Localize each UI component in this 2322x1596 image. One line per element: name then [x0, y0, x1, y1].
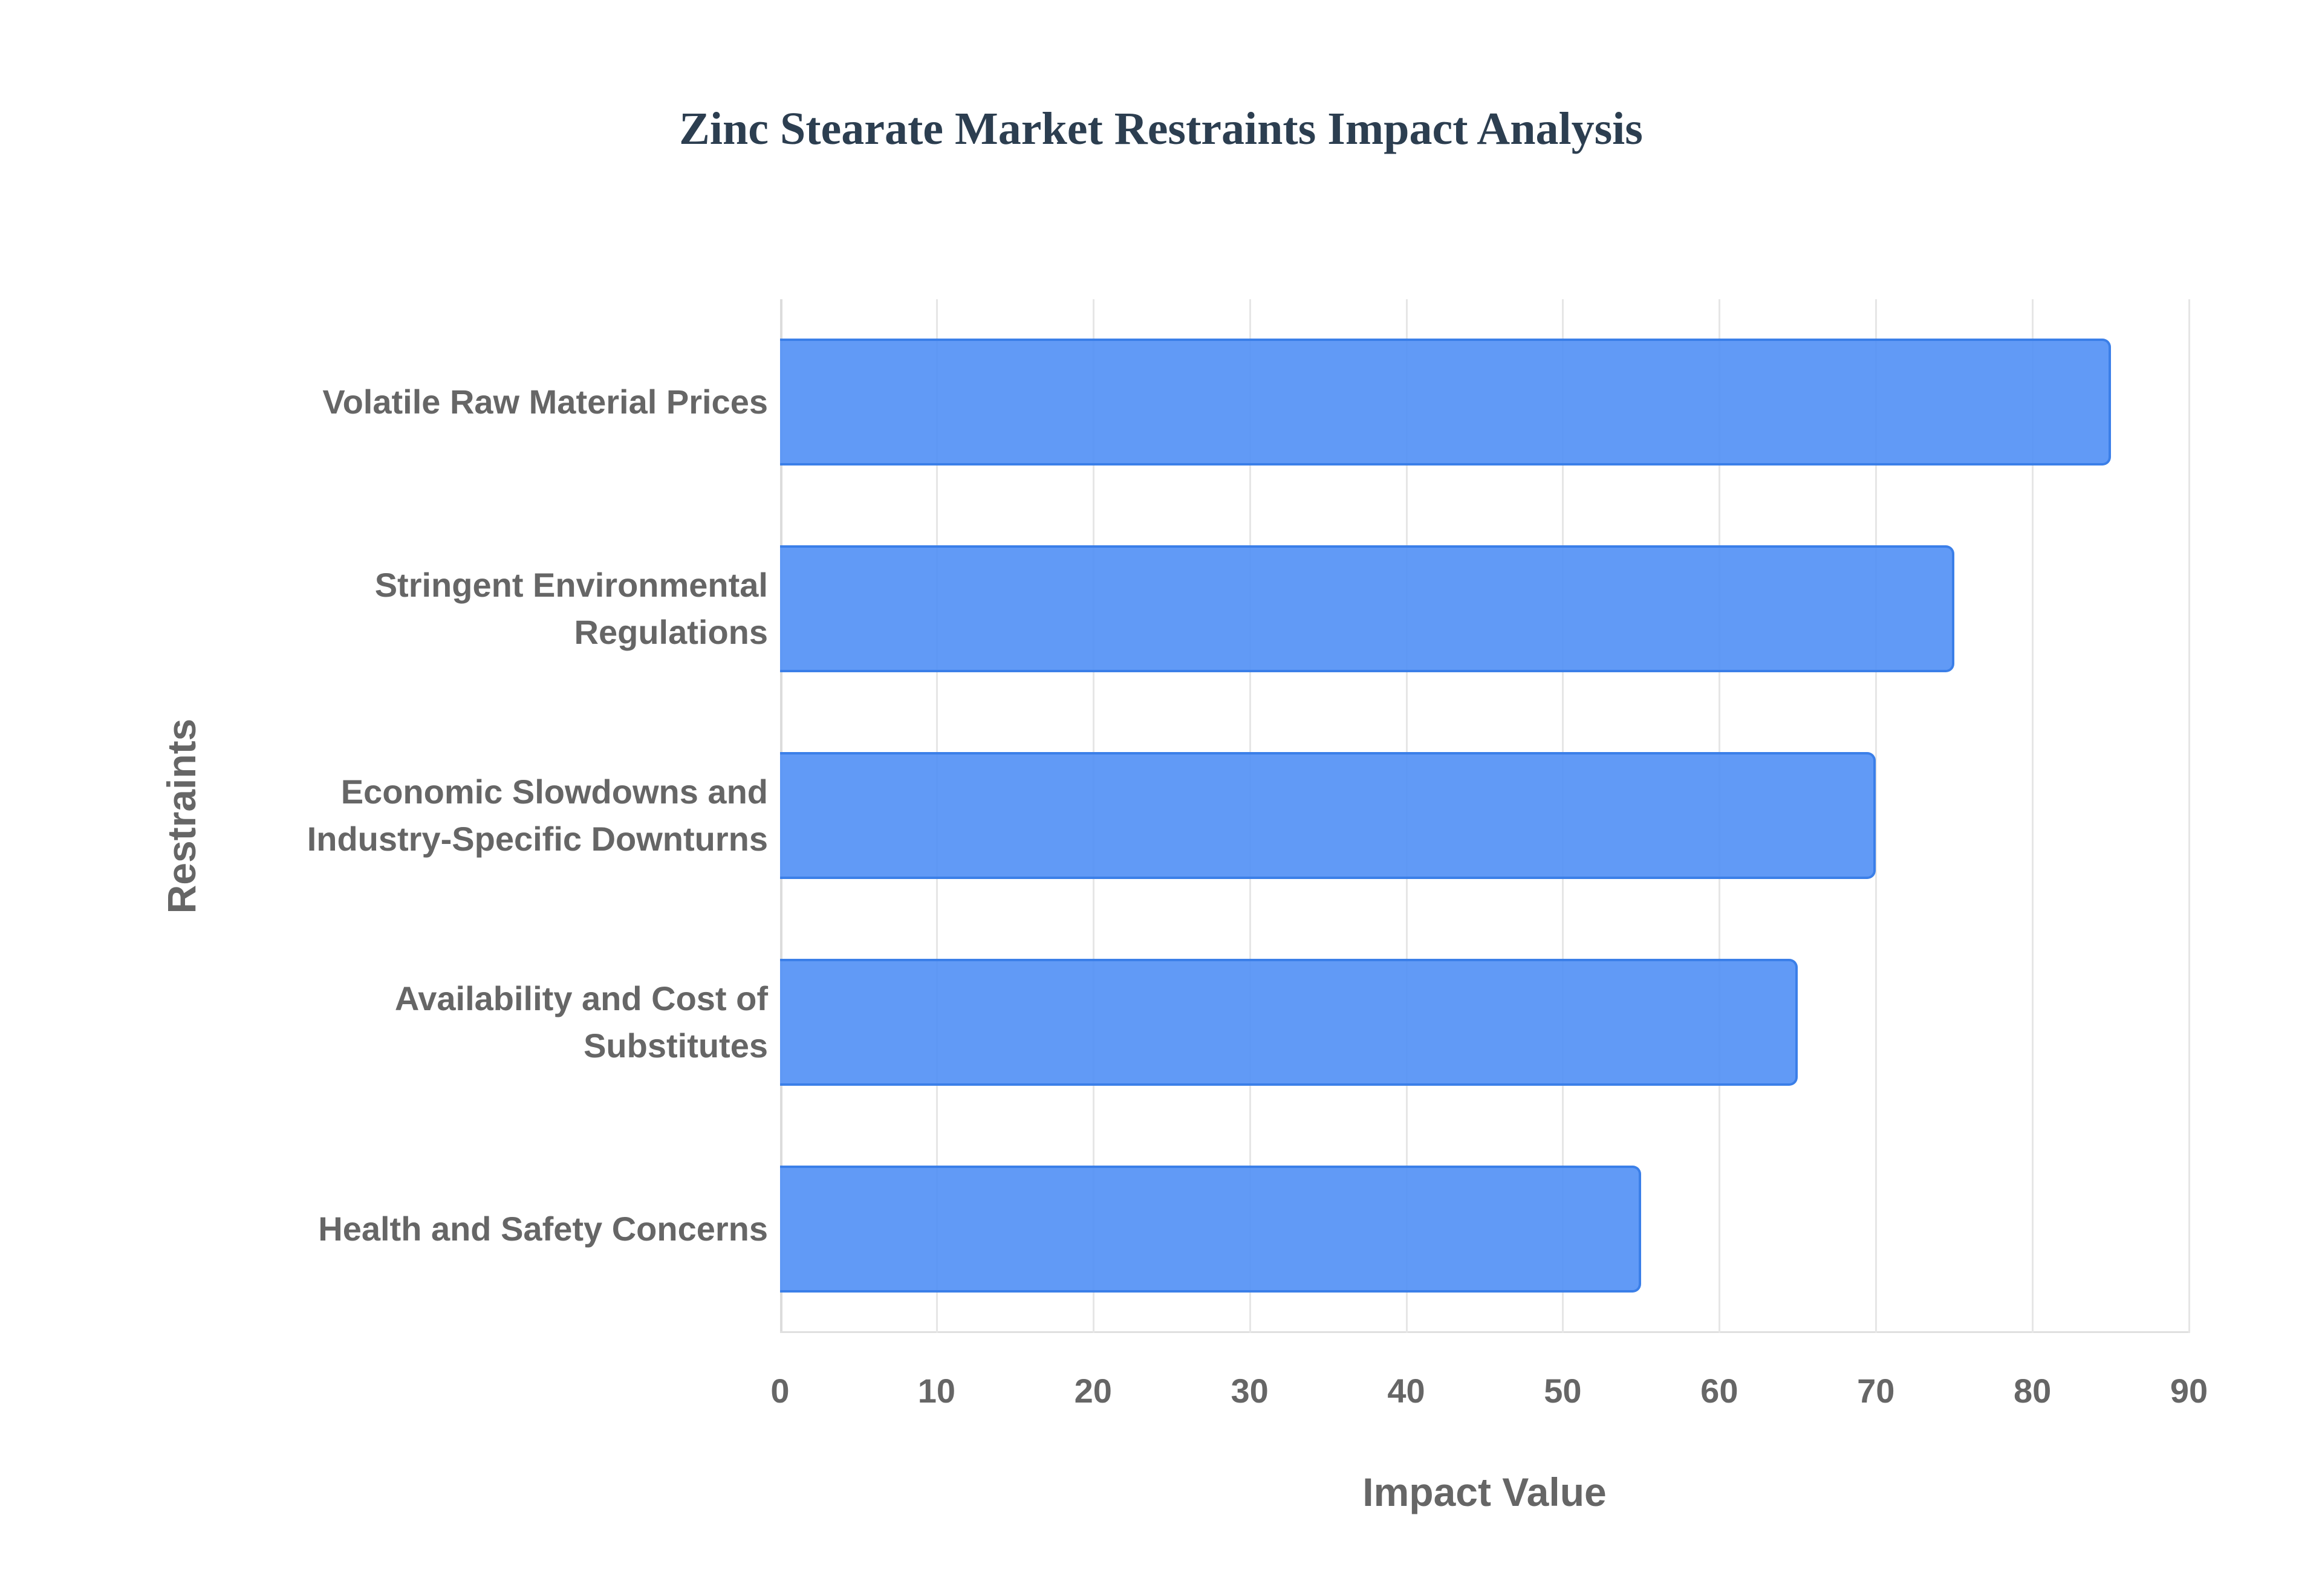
bar[interactable]: [780, 545, 1954, 672]
gridline: [2032, 299, 2034, 1333]
x-tick-label: 80: [2013, 1372, 2052, 1410]
chart-title: Zinc Stearate Market Restraints Impact A…: [679, 103, 1643, 154]
y-tick-label: Economic Slowdowns and Industry-Specific …: [307, 773, 768, 858]
x-tick-label: 40: [1387, 1372, 1425, 1410]
y-axis-label: Restraints: [159, 718, 204, 914]
x-tick-label: 20: [1074, 1372, 1112, 1410]
x-tick-label: 30: [1231, 1372, 1269, 1410]
y-tick-label: Health and Safety Concerns: [318, 1210, 768, 1248]
bar[interactable]: [780, 1166, 1641, 1293]
x-tick-label: 10: [917, 1372, 956, 1410]
bar[interactable]: [780, 752, 1876, 879]
x-tick-label: 70: [1857, 1372, 1895, 1410]
x-axis-label: Impact Value: [1362, 1470, 1607, 1514]
y-tick-label: Stringent Environmental Regulations: [374, 566, 768, 651]
y-tick-label: Volatile Raw Material Prices: [322, 383, 768, 421]
x-tick-label: 60: [1700, 1372, 1738, 1410]
x-axis-line: [780, 1331, 2189, 1333]
x-tick-label: 50: [1544, 1372, 1582, 1410]
x-tick-label: 0: [770, 1372, 790, 1410]
bar[interactable]: [780, 959, 1798, 1086]
gridline: [2188, 299, 2190, 1333]
bar[interactable]: [780, 339, 2111, 465]
x-tick-label: 90: [2170, 1372, 2208, 1410]
y-tick-label: Availability and Cost of Substitutes: [394, 979, 768, 1065]
plot-area: [780, 299, 2190, 1333]
gridline: [1875, 299, 1878, 1333]
